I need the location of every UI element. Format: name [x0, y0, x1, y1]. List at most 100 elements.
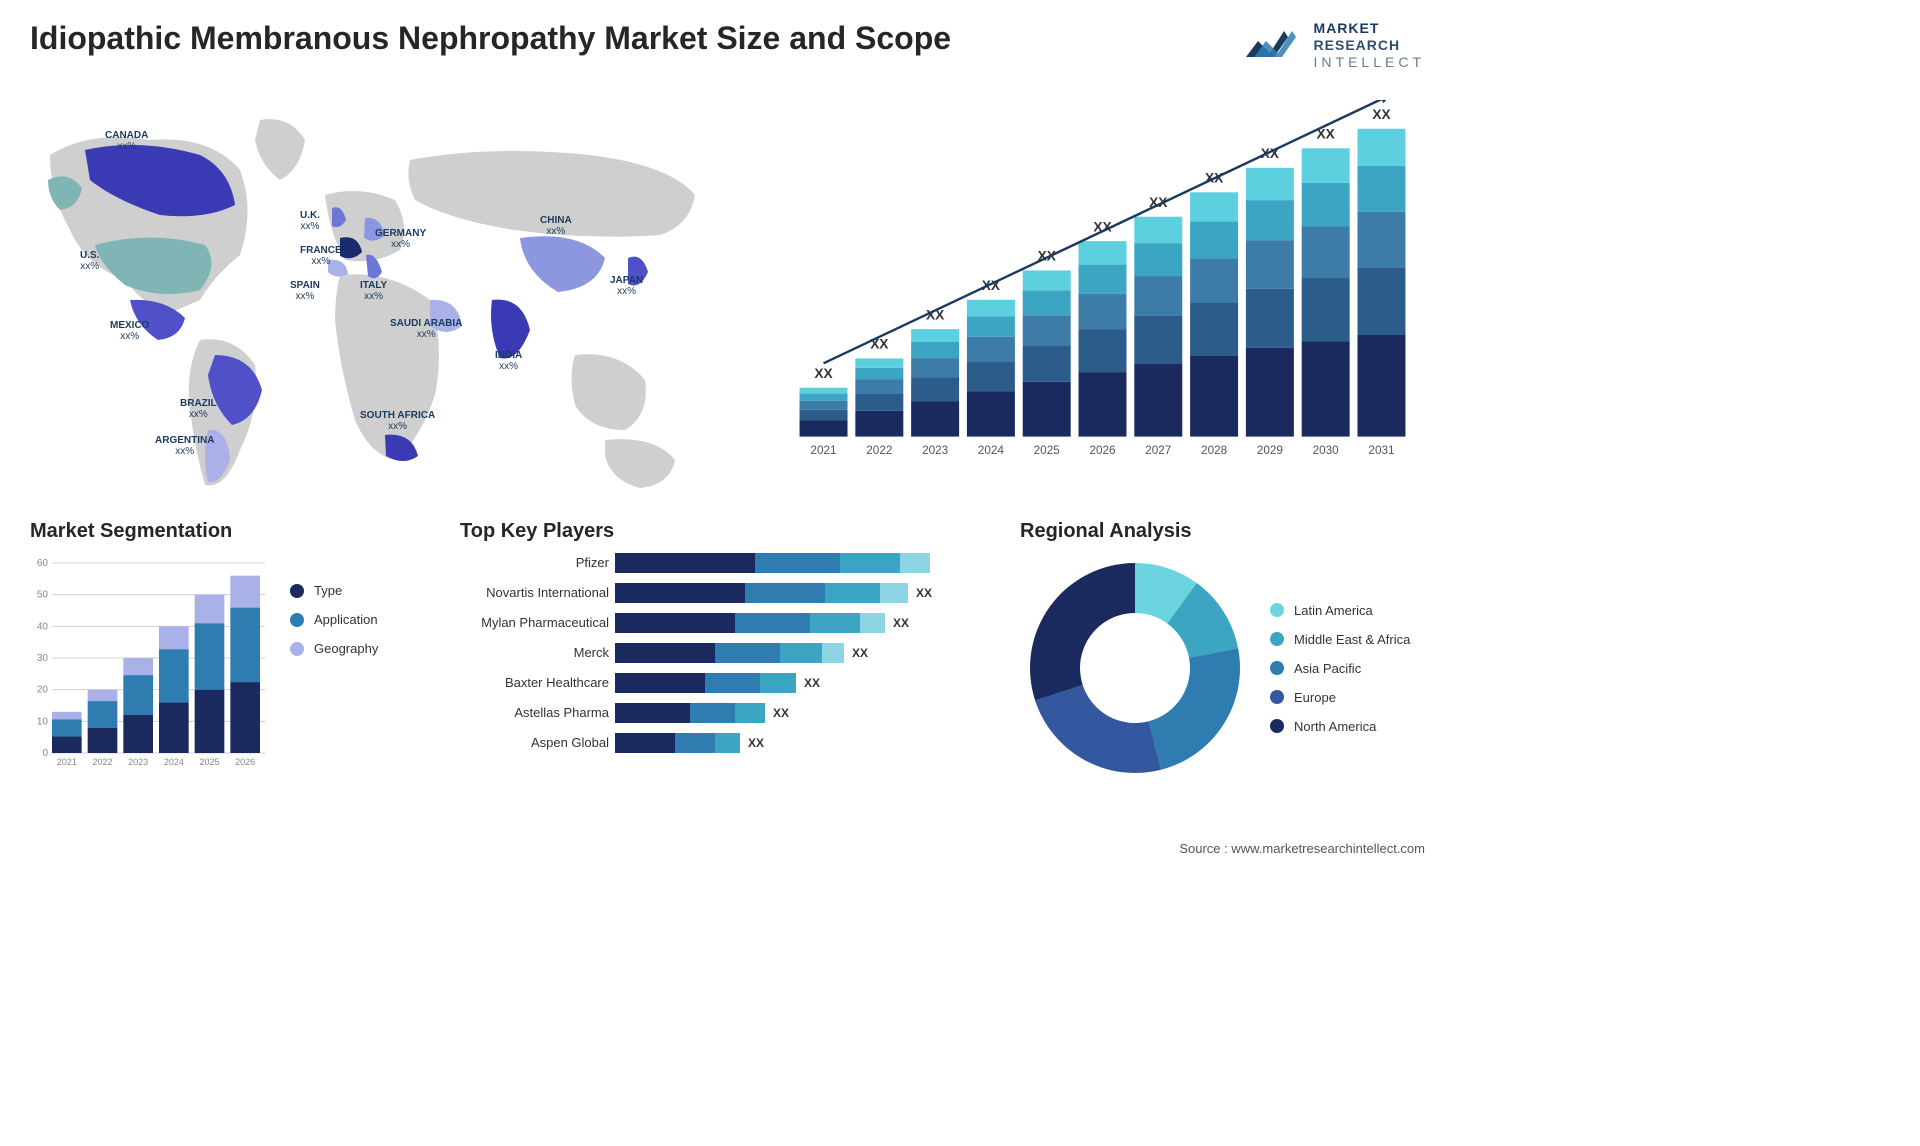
- player-bar-seg: [615, 673, 705, 693]
- growth-bar-seg: [1079, 294, 1127, 329]
- player-bar-seg: [760, 673, 796, 693]
- legend-dot-icon: [1270, 603, 1284, 617]
- growth-bar-seg: [911, 378, 959, 402]
- growth-bar-seg: [1302, 227, 1350, 279]
- growth-bar-seg: [800, 401, 848, 410]
- key-players-bars: XX XX XX XX XX XX: [615, 553, 990, 753]
- country-label-france: FRANCExx%: [300, 245, 342, 267]
- growth-bar-seg: [855, 359, 903, 368]
- player-bar-seg: [675, 733, 715, 753]
- seg-bar-seg: [88, 701, 118, 728]
- growth-bar-seg: [1023, 346, 1071, 383]
- growth-bar-seg: [1134, 276, 1182, 316]
- legend-dot-icon: [290, 642, 304, 656]
- growth-bar-seg: [855, 411, 903, 437]
- player-bar-row: XX: [615, 643, 990, 663]
- growth-bar-seg: [1357, 166, 1405, 212]
- growth-bar-seg: [967, 392, 1015, 437]
- player-bar-row: XX: [615, 673, 990, 693]
- growth-year-label: 2027: [1145, 445, 1171, 458]
- growth-bar-chart: XX2021XX2022XX2023XX2024XX2025XX2026XX20…: [780, 100, 1425, 480]
- player-bar: [615, 643, 844, 663]
- player-bar-row: [615, 553, 990, 573]
- seg-bar-seg: [159, 650, 189, 703]
- legend-label: North America: [1294, 719, 1376, 734]
- key-players-section: Top Key Players PfizerNovartis Internati…: [460, 520, 990, 783]
- growth-year-label: 2029: [1257, 445, 1283, 458]
- player-bar-seg: [615, 703, 690, 723]
- seg-bar-seg: [195, 690, 225, 753]
- seg-year-label: 2026: [235, 757, 255, 767]
- legend-dot-icon: [1270, 632, 1284, 646]
- player-bar-seg: [880, 583, 908, 603]
- country-label-argentina: ARGENTINAxx%: [155, 435, 214, 457]
- player-bar: [615, 553, 930, 573]
- seg-bar-seg: [123, 675, 153, 715]
- growth-bar-seg: [967, 362, 1015, 392]
- player-bar-row: XX: [615, 613, 990, 633]
- growth-year-label: 2022: [866, 445, 892, 458]
- growth-chart-svg: XX2021XX2022XX2023XX2024XX2025XX2026XX20…: [780, 100, 1425, 480]
- seg-y-tick: 60: [37, 558, 49, 569]
- growth-year-label: 2021: [810, 445, 836, 458]
- country-label-canada: CANADAxx%: [105, 130, 148, 152]
- player-bar-seg: [810, 613, 860, 633]
- growth-bar-seg: [1190, 303, 1238, 357]
- country-label-japan: JAPANxx%: [610, 275, 643, 297]
- logo-mark-icon: [1244, 23, 1304, 68]
- segmentation-title: Market Segmentation: [30, 520, 430, 543]
- country-label-brazil: BRAZILxx%: [180, 398, 217, 420]
- seg-legend-item: Geography: [290, 641, 378, 656]
- player-name: Astellas Pharma: [460, 703, 609, 723]
- growth-bar-seg: [1023, 382, 1071, 437]
- growth-bar-seg: [967, 300, 1015, 316]
- player-name: Merck: [460, 643, 609, 663]
- legend-label: Type: [314, 583, 342, 598]
- donut-slice: [1035, 685, 1161, 773]
- growth-bar-seg: [967, 337, 1015, 362]
- growth-bar-seg: [911, 329, 959, 342]
- player-bar-seg: [745, 583, 825, 603]
- growth-bar-seg: [1134, 243, 1182, 276]
- seg-bar-seg: [52, 720, 82, 737]
- player-value: XX: [916, 586, 932, 600]
- legend-label: Latin America: [1294, 603, 1373, 618]
- legend-label: Application: [314, 612, 378, 627]
- growth-bar-seg: [855, 394, 903, 411]
- growth-bar-seg: [1190, 259, 1238, 303]
- seg-legend-item: Application: [290, 612, 378, 627]
- growth-bar-seg: [1079, 372, 1127, 437]
- growth-bar-seg: [1190, 222, 1238, 259]
- player-bar-seg: [715, 643, 780, 663]
- player-value: XX: [804, 676, 820, 690]
- growth-bar-seg: [1190, 193, 1238, 222]
- growth-bar-seg: [1246, 289, 1294, 348]
- seg-year-label: 2023: [128, 757, 148, 767]
- seg-bar-seg: [195, 624, 225, 690]
- player-bar-row: XX: [615, 733, 990, 753]
- player-bar-seg: [900, 553, 930, 573]
- growth-year-label: 2025: [1034, 445, 1061, 458]
- seg-y-tick: 30: [37, 653, 49, 664]
- legend-dot-icon: [1270, 690, 1284, 704]
- growth-bar-value: XX: [1372, 107, 1390, 122]
- regional-title: Regional Analysis: [1020, 520, 1425, 543]
- country-label-italy: ITALYxx%: [360, 280, 387, 302]
- legend-dot-icon: [1270, 719, 1284, 733]
- growth-bar-seg: [800, 388, 848, 394]
- growth-year-label: 2026: [1089, 445, 1115, 458]
- growth-bar-seg: [1023, 271, 1071, 291]
- growth-bar-seg: [1357, 268, 1405, 336]
- player-name: Pfizer: [460, 553, 609, 573]
- country-label-mexico: MEXICOxx%: [110, 320, 149, 342]
- player-value: XX: [773, 706, 789, 720]
- player-value: XX: [748, 736, 764, 750]
- growth-bar-seg: [1190, 356, 1238, 437]
- player-bar-seg: [615, 643, 715, 663]
- player-bar-seg: [840, 553, 900, 573]
- player-name: Baxter Healthcare: [460, 673, 609, 693]
- growth-bar-seg: [1246, 241, 1294, 289]
- seg-bar-seg: [195, 595, 225, 624]
- page-title: Idiopathic Membranous Nephropathy Market…: [30, 20, 951, 57]
- seg-bar-seg: [52, 712, 82, 719]
